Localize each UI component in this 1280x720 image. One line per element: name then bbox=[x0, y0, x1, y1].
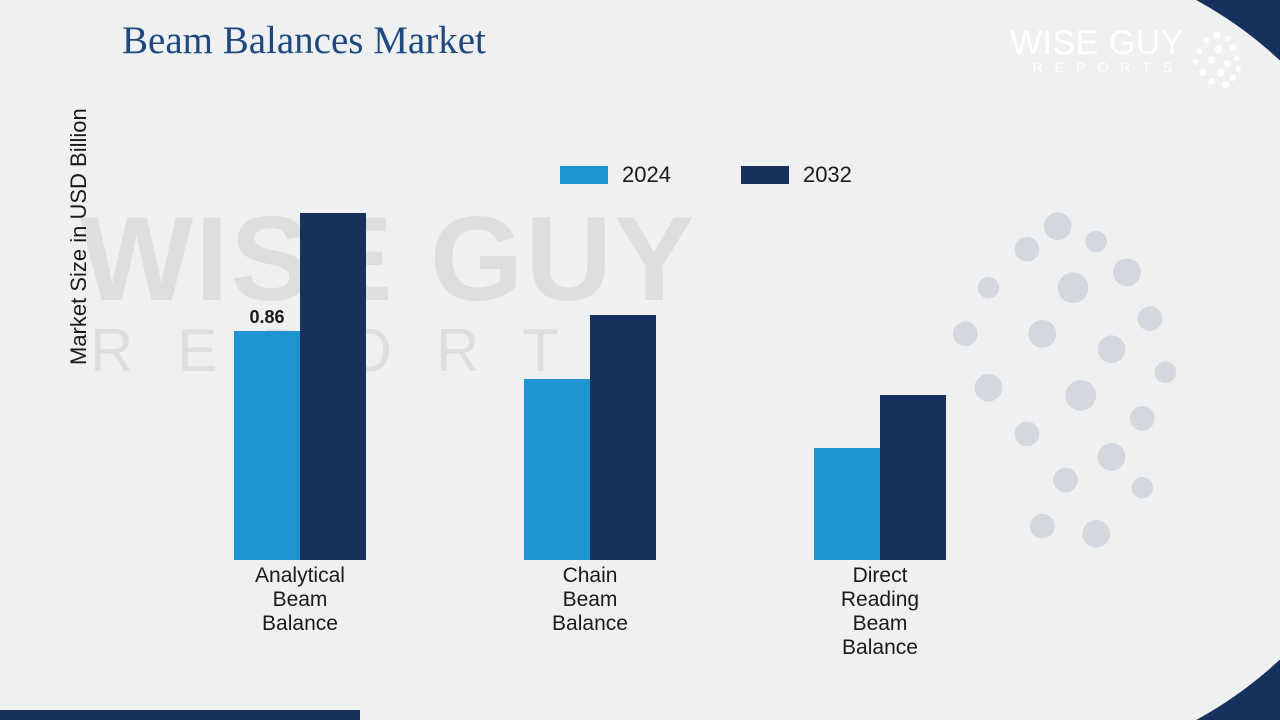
chart-title: Beam Balances Market bbox=[122, 18, 486, 63]
bar-2032 bbox=[880, 395, 946, 560]
bar-group: ChainBeamBalance bbox=[490, 200, 690, 560]
category-label: DirectReadingBeamBalance bbox=[780, 564, 980, 661]
bottom-accent-bar bbox=[0, 710, 360, 720]
bars-container bbox=[780, 200, 980, 560]
legend-label: 2032 bbox=[803, 162, 852, 188]
bar-2024 bbox=[524, 379, 590, 560]
y-axis-label: Market Size in USD Billion bbox=[66, 108, 92, 365]
plot-area: 0.86AnalyticalBeamBalance ChainBeamBalanc… bbox=[110, 200, 930, 560]
legend-label: 2024 bbox=[622, 162, 671, 188]
bars-container bbox=[490, 200, 690, 560]
brand-logo-line1: WISE GUY bbox=[1010, 24, 1184, 63]
bar-group: DirectReadingBeamBalance bbox=[780, 200, 980, 560]
legend-item-2024: 2024 bbox=[560, 162, 671, 188]
bar-2024: 0.86 bbox=[234, 331, 300, 560]
legend-item-2032: 2032 bbox=[741, 162, 852, 188]
bars-container: 0.86 bbox=[200, 200, 400, 560]
bar-2032 bbox=[590, 315, 656, 560]
bar-group: 0.86AnalyticalBeamBalance bbox=[200, 200, 400, 560]
bar-value-label: 0.86 bbox=[234, 307, 300, 328]
legend-swatch bbox=[741, 166, 789, 184]
bar-2032 bbox=[300, 213, 366, 560]
brand-head-icon bbox=[1190, 28, 1244, 92]
category-label: ChainBeamBalance bbox=[490, 564, 690, 636]
legend-swatch bbox=[560, 166, 608, 184]
brand-logo-line2: REPORTS bbox=[1010, 59, 1184, 75]
legend: 2024 2032 bbox=[560, 162, 852, 188]
bar-2024 bbox=[814, 448, 880, 560]
category-label: AnalyticalBeamBalance bbox=[200, 564, 400, 636]
brand-logo: WISE GUY REPORTS bbox=[1010, 24, 1244, 75]
